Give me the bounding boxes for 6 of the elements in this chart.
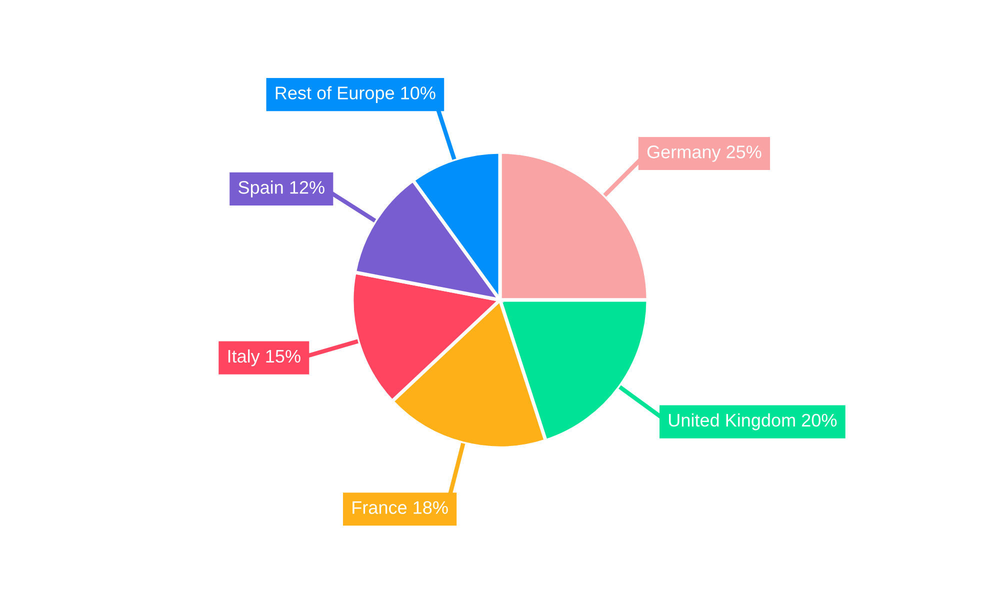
slice-label: Italy 15% [228, 349, 300, 366]
slice-label: Spain 12% [238, 180, 324, 198]
slice-label: United Kingdom 20% [669, 413, 837, 430]
slice-label: Germany 25% [647, 146, 762, 162]
slice-label: France 18% [352, 501, 448, 514]
slice-label: Rest of Europe 10% [276, 86, 436, 103]
